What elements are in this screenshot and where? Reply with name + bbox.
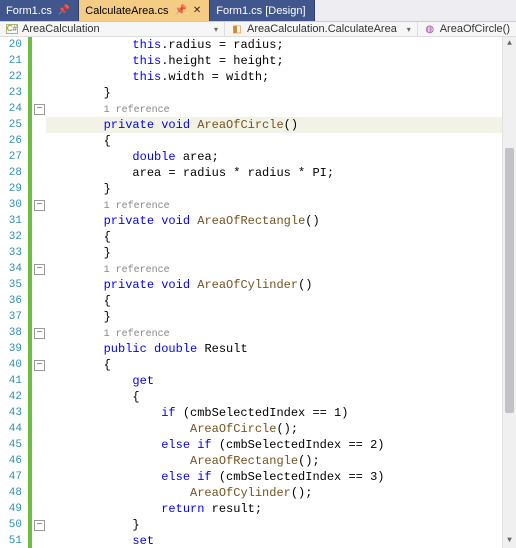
nav-member-label: AreaOfCircle() (440, 23, 510, 35)
code-line[interactable]: { (46, 229, 516, 245)
code-line[interactable]: AreaOfCylinder(); (46, 485, 516, 501)
code-line[interactable]: private void AreaOfRectangle() (46, 213, 516, 229)
code-line[interactable]: } (46, 245, 516, 261)
code-line[interactable]: { (46, 357, 516, 373)
code-line[interactable]: private void AreaOfCircle() (46, 117, 516, 133)
code-line[interactable]: AreaOfRectangle(); (46, 453, 516, 469)
code-line[interactable]: return result; (46, 501, 516, 517)
document-tabs: Form1.cs 📌 CalculateArea.cs 📌 ✕ Form1.cs… (0, 0, 516, 22)
code-line[interactable]: area = radius * radius * PI; (46, 165, 516, 181)
nav-namespace-label: AreaCalculation (22, 23, 100, 35)
nav-namespace-dropdown[interactable]: C# AreaCalculation ▾ (0, 22, 225, 36)
chevron-down-icon: ▾ (407, 25, 411, 34)
code-line[interactable]: private void AreaOfCylinder() (46, 277, 516, 293)
code-nav-bar: C# AreaCalculation ▾ ◧ AreaCalculation.C… (0, 22, 516, 37)
tab-form1-design[interactable]: Form1.cs [Design] (210, 0, 314, 21)
code-line[interactable]: set (46, 533, 516, 548)
code-line[interactable]: { (46, 293, 516, 309)
tab-label: Form1.cs (6, 5, 52, 17)
code-line[interactable]: double area; (46, 149, 516, 165)
code-line[interactable]: else if (cmbSelectedIndex == 2) (46, 437, 516, 453)
nav-class-dropdown[interactable]: ◧ AreaCalculation.CalculateArea ▾ (225, 22, 418, 36)
tab-label: CalculateArea.cs (85, 5, 168, 17)
pin-icon: 📌 (174, 5, 186, 16)
code-line[interactable]: } (46, 85, 516, 101)
code-line[interactable]: { (46, 389, 516, 405)
code-line[interactable]: } (46, 181, 516, 197)
code-line[interactable]: this.width = width; (46, 69, 516, 85)
code-line[interactable]: } (46, 517, 516, 533)
codelens-reference[interactable]: 1 reference (46, 101, 516, 117)
close-icon[interactable]: ✕ (193, 5, 201, 16)
scroll-track[interactable] (503, 51, 516, 534)
nav-member-dropdown[interactable]: ◍ AreaOfCircle() (418, 22, 516, 36)
codelens-reference[interactable]: 1 reference (46, 261, 516, 277)
codelens-reference[interactable]: 1 reference (46, 197, 516, 213)
scroll-down-icon[interactable]: ▼ (503, 534, 516, 548)
code-line[interactable]: else if (cmbSelectedIndex == 3) (46, 469, 516, 485)
pin-icon: 📌 (58, 5, 70, 16)
code-editor[interactable]: 2021222324252627282930313233343536373839… (0, 37, 516, 548)
scroll-thumb[interactable] (505, 148, 514, 413)
editor-code-area[interactable]: this.radius = radius; this.height = heig… (46, 37, 516, 548)
editor-gutter: 2021222324252627282930313233343536373839… (0, 37, 46, 548)
class-icon: ◧ (231, 23, 243, 35)
csharp-icon: C# (6, 24, 18, 34)
method-icon: ◍ (424, 23, 436, 35)
vertical-scrollbar[interactable]: ▲ ▼ (502, 37, 516, 548)
code-line[interactable]: } (46, 309, 516, 325)
code-line[interactable]: this.height = height; (46, 53, 516, 69)
tab-label: Form1.cs [Design] (216, 5, 305, 17)
code-line[interactable]: { (46, 133, 516, 149)
tab-calculatearea-cs[interactable]: CalculateArea.cs 📌 ✕ (79, 0, 210, 21)
nav-class-label: AreaCalculation.CalculateArea (247, 23, 397, 35)
code-line[interactable]: get (46, 373, 516, 389)
codelens-reference[interactable]: 1 reference (46, 325, 516, 341)
tab-form1-cs[interactable]: Form1.cs 📌 (0, 0, 79, 21)
code-line[interactable]: public double Result (46, 341, 516, 357)
code-line[interactable]: this.radius = radius; (46, 37, 516, 53)
code-line[interactable]: if (cmbSelectedIndex == 1) (46, 405, 516, 421)
chevron-down-icon: ▾ (214, 25, 218, 34)
scroll-up-icon[interactable]: ▲ (503, 37, 516, 51)
code-line[interactable]: AreaOfCircle(); (46, 421, 516, 437)
